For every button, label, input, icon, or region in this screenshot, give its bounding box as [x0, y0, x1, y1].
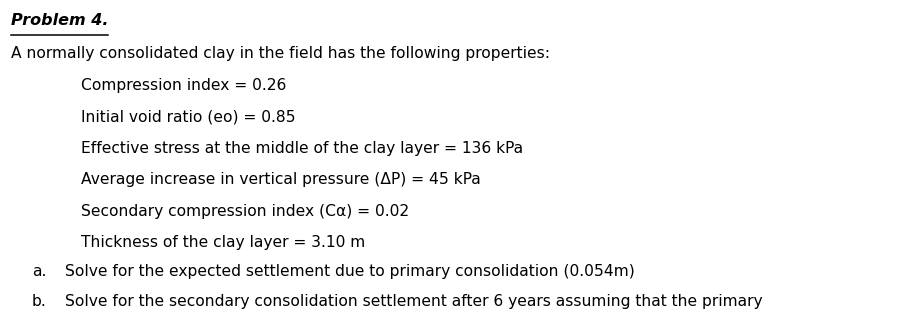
Text: Compression index = 0.26: Compression index = 0.26	[81, 78, 286, 93]
Text: Solve for the expected settlement due to primary consolidation (0.054m): Solve for the expected settlement due to…	[65, 264, 634, 279]
Text: Effective stress at the middle of the clay layer = 136 kPa: Effective stress at the middle of the cl…	[81, 141, 523, 156]
Text: Solve for the secondary consolidation settlement after 6 years assuming that the: Solve for the secondary consolidation se…	[65, 294, 762, 309]
Text: b.: b.	[32, 294, 46, 309]
Text: a.: a.	[32, 264, 46, 279]
Text: Problem 4.: Problem 4.	[11, 13, 108, 28]
Text: Secondary compression index (Cα) = 0.02: Secondary compression index (Cα) = 0.02	[81, 204, 409, 219]
Text: Initial void ratio (eo) = 0.85: Initial void ratio (eo) = 0.85	[81, 110, 295, 125]
Text: Average increase in vertical pressure (ΔP) = 45 kPa: Average increase in vertical pressure (Δ…	[81, 172, 480, 188]
Text: A normally consolidated clay in the field has the following properties:: A normally consolidated clay in the fiel…	[11, 46, 549, 61]
Text: Thickness of the clay layer = 3.10 m: Thickness of the clay layer = 3.10 m	[81, 235, 365, 250]
